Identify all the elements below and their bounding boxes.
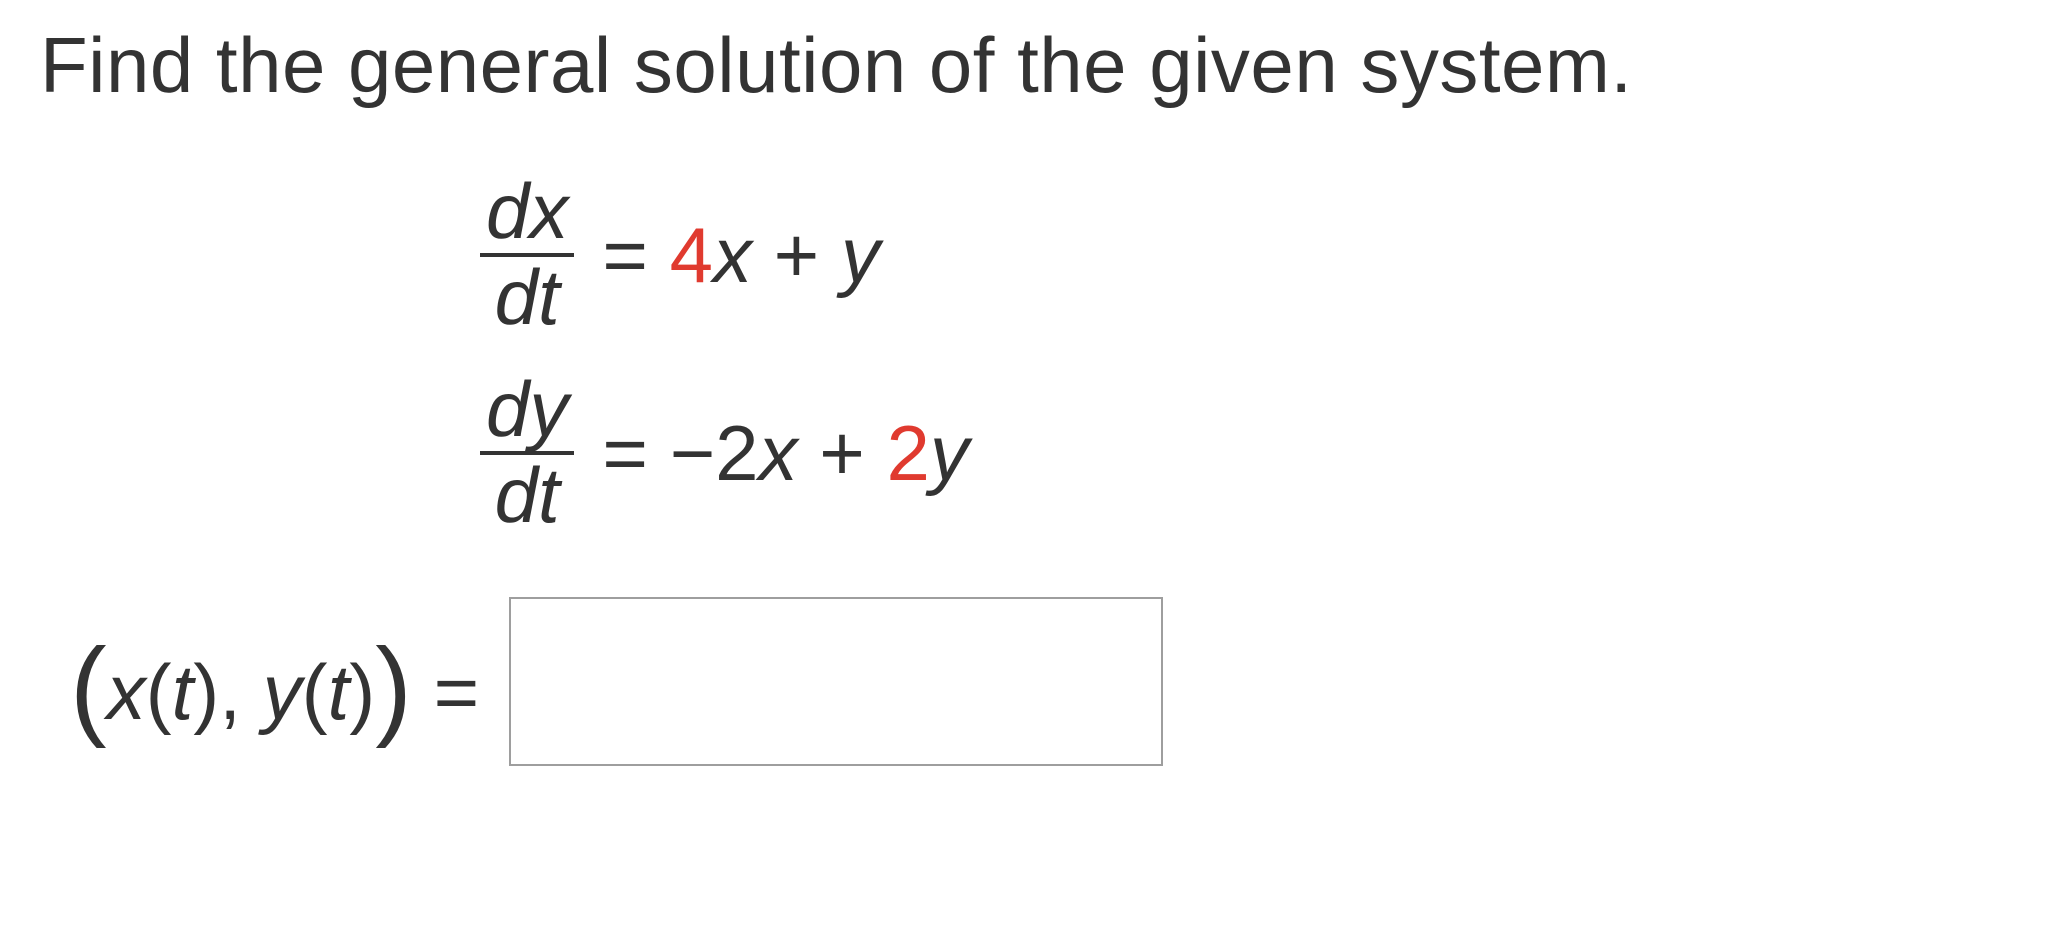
var-y: y bbox=[841, 211, 880, 299]
equation-2: dy dt = −2x + 2y bbox=[480, 369, 2006, 537]
fraction-dx-dt: dx dt bbox=[480, 171, 574, 339]
coef-2: 2 bbox=[886, 409, 929, 497]
equation-block: dx dt = 4x + y dy dt = −2x + 2y bbox=[480, 171, 2006, 537]
page: Find the general solution of the given s… bbox=[0, 0, 2046, 950]
problem-statement: Find the general solution of the given s… bbox=[40, 20, 2006, 111]
answer-input[interactable] bbox=[509, 597, 1163, 766]
plus-sign: + bbox=[798, 409, 887, 497]
plus-sign: + bbox=[752, 211, 841, 299]
fraction-numerator: dx bbox=[480, 171, 574, 253]
equals-sign: = bbox=[602, 211, 669, 299]
comma: , bbox=[219, 648, 262, 736]
open-angle-paren: ( bbox=[70, 626, 107, 749]
paren-open: ( bbox=[302, 648, 328, 736]
equals-sign: = bbox=[412, 648, 479, 736]
equals-sign: = bbox=[602, 409, 669, 497]
paren-close: ) bbox=[193, 648, 219, 736]
answer-t: t bbox=[172, 648, 194, 736]
fraction-dy-dt: dy dt bbox=[480, 369, 574, 537]
answer-y: y bbox=[263, 648, 302, 736]
var-x: x bbox=[759, 409, 798, 497]
coef-4: 4 bbox=[670, 211, 713, 299]
equation-1: dx dt = 4x + y bbox=[480, 171, 2006, 339]
fraction-numerator: dy bbox=[480, 369, 574, 451]
paren-open: ( bbox=[146, 648, 172, 736]
paren-close: ) bbox=[349, 648, 375, 736]
coef-neg2: −2 bbox=[670, 409, 759, 497]
answer-t2: t bbox=[328, 648, 350, 736]
answer-label: (x(t), y(t)) = bbox=[70, 618, 479, 745]
answer-row: (x(t), y(t)) = bbox=[70, 597, 2006, 766]
close-angle-paren: ) bbox=[375, 626, 412, 749]
fraction-denominator: dt bbox=[489, 455, 566, 537]
var-y: y bbox=[930, 409, 969, 497]
var-x: x bbox=[713, 211, 752, 299]
answer-x: x bbox=[107, 648, 146, 736]
equation-1-rhs: = 4x + y bbox=[602, 216, 880, 294]
equation-2-rhs: = −2x + 2y bbox=[602, 414, 968, 492]
fraction-denominator: dt bbox=[489, 257, 566, 339]
